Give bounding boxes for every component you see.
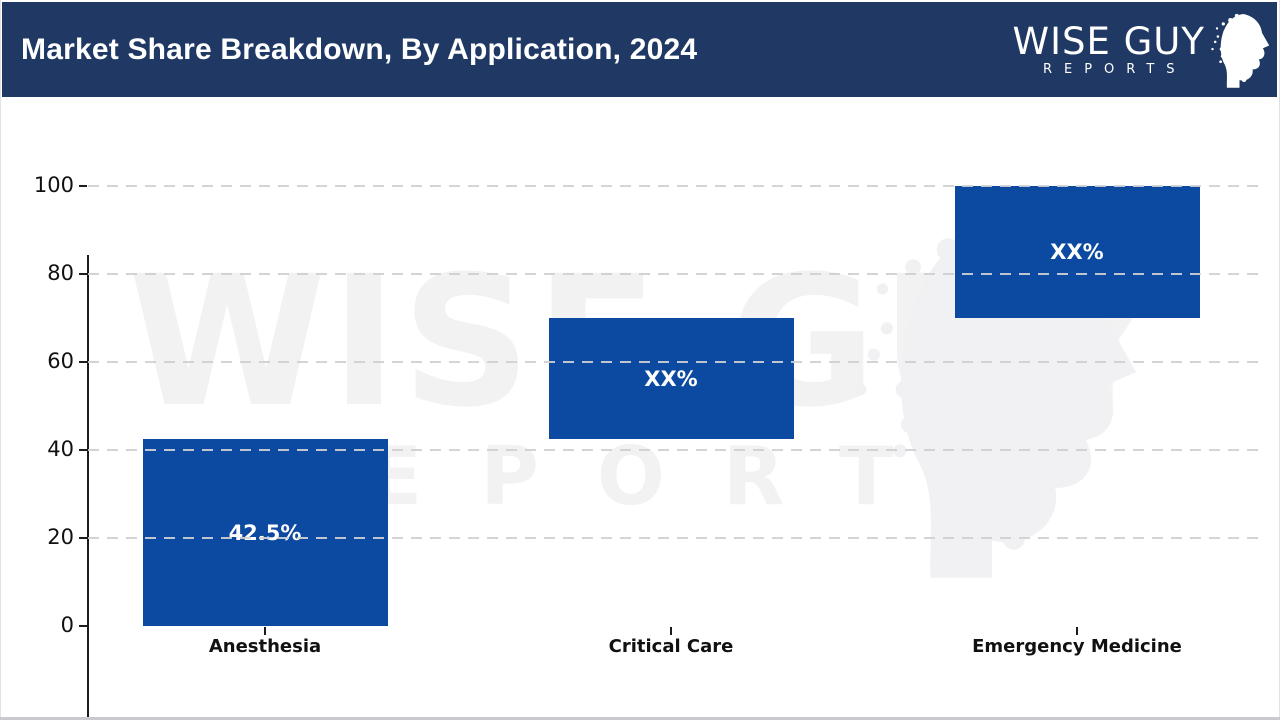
x-tick-0 [264,627,266,635]
gridline-100 [88,185,1264,187]
x-category-label: Emergency Medicine [972,636,1182,657]
brand-logo-line2: REPORTS [1042,62,1187,78]
brand-logo: WISE GUY REPORTS [1013,5,1271,95]
brand-logo-line1: WISE GUY [1012,19,1205,63]
x-tick-1 [670,627,672,635]
y-tick-label: 100 [33,173,74,197]
bar-critical-care: XX% [548,318,794,439]
y-axis-spine [87,255,89,720]
x-tick-2 [1076,627,1078,635]
page-bottom-strip [0,717,1280,720]
brand-logo-text: WISE GUY REPORTS [1012,19,1205,78]
gridline-20 [88,537,1264,539]
page-left-edge [0,0,1,720]
chart-plot-area: 0 20 40 60 80 100 42.5% XX% XX% Anesthesia Critica… [0,97,1280,720]
y-tick-label: 80 [47,261,74,285]
x-category-label: Anesthesia [208,636,322,657]
brand-head-dots-icon [1211,13,1270,88]
y-tick-label: 0 [60,613,74,637]
bar-value-label: XX% [1050,240,1104,264]
y-tick-label: 20 [47,525,74,549]
gridline-80 [88,273,1264,275]
y-tick-40 [79,449,87,451]
y-tick-label: 40 [47,437,74,461]
y-tick-0 [79,625,87,627]
y-tick-80 [79,273,87,275]
bar-anesthesia: 42.5% [142,439,388,626]
bar-value-label: 42.5% [228,520,302,545]
y-tick-100 [79,185,87,187]
bar-emergency-medicine: XX% [954,186,1200,318]
gridline-60 [88,361,1264,363]
y-tick-20 [79,537,87,539]
y-tick-label: 60 [47,349,74,373]
y-tick-60 [79,361,87,363]
header-bar: Market Share Breakdown, By Application, … [2,2,1277,97]
gridline-40 [88,449,1264,451]
x-category-label: Critical Care [608,636,734,657]
page-title: Market Share Breakdown, By Application, … [21,32,698,66]
bar-value-label: XX% [644,366,698,391]
